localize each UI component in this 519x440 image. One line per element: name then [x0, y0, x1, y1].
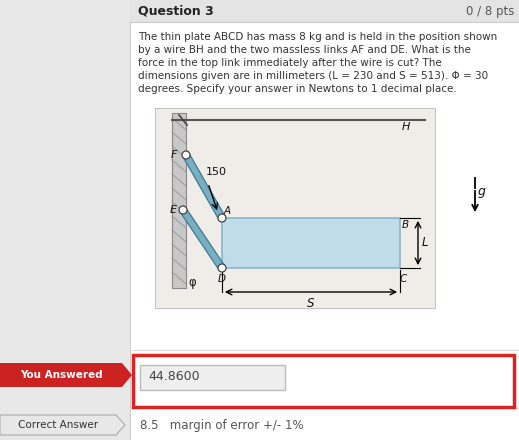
Bar	[155, 108, 435, 308]
Text: 0 / 8 pts: 0 / 8 pts	[466, 4, 514, 18]
Text: 44.8600: 44.8600	[148, 370, 200, 384]
Text: S: S	[307, 297, 315, 310]
Text: B: B	[402, 220, 409, 230]
Text: 8.5   margin of error +/- 1%: 8.5 margin of error +/- 1%	[140, 418, 304, 432]
Text: force in the top link immediately after the wire is cut? The: force in the top link immediately after …	[138, 58, 442, 68]
Text: L: L	[422, 236, 429, 249]
Text: g: g	[478, 185, 486, 198]
Text: C: C	[400, 274, 407, 284]
Text: dimensions given are in millimeters (L = 230 and S = 513). Φ = 30: dimensions given are in millimeters (L =…	[138, 71, 488, 81]
Bar	[172, 113, 186, 288]
Circle shape	[218, 214, 226, 222]
Bar	[140, 365, 285, 390]
Text: Question 3: Question 3	[138, 4, 214, 18]
Text: degrees. Specify your answer in Newtons to 1 decimal place.: degrees. Specify your answer in Newtons …	[138, 84, 457, 94]
Bar	[130, 0, 519, 440]
Text: H: H	[402, 122, 411, 132]
Polygon shape	[0, 415, 125, 435]
Text: 150: 150	[206, 167, 227, 177]
Text: by a wire BH and the two massless links AF and DE. What is the: by a wire BH and the two massless links …	[138, 45, 471, 55]
Text: The thin plate ABCD has mass 8 kg and is held in the position shown: The thin plate ABCD has mass 8 kg and is…	[138, 32, 497, 42]
Bar	[133, 355, 514, 407]
Circle shape	[218, 264, 226, 272]
Polygon shape	[0, 363, 132, 387]
Text: E: E	[170, 205, 177, 215]
Polygon shape	[183, 153, 225, 220]
Circle shape	[179, 206, 187, 214]
Polygon shape	[222, 218, 400, 268]
Bar	[0, 0, 130, 440]
Polygon shape	[180, 208, 225, 270]
Text: Correct Answer: Correct Answer	[18, 420, 98, 430]
Text: F: F	[171, 150, 177, 160]
Text: A: A	[224, 206, 231, 216]
Text: D: D	[218, 274, 226, 284]
Text: φ: φ	[188, 276, 196, 289]
Bar	[130, 0, 519, 22]
Circle shape	[182, 151, 190, 159]
Text: You Answered: You Answered	[20, 370, 102, 380]
